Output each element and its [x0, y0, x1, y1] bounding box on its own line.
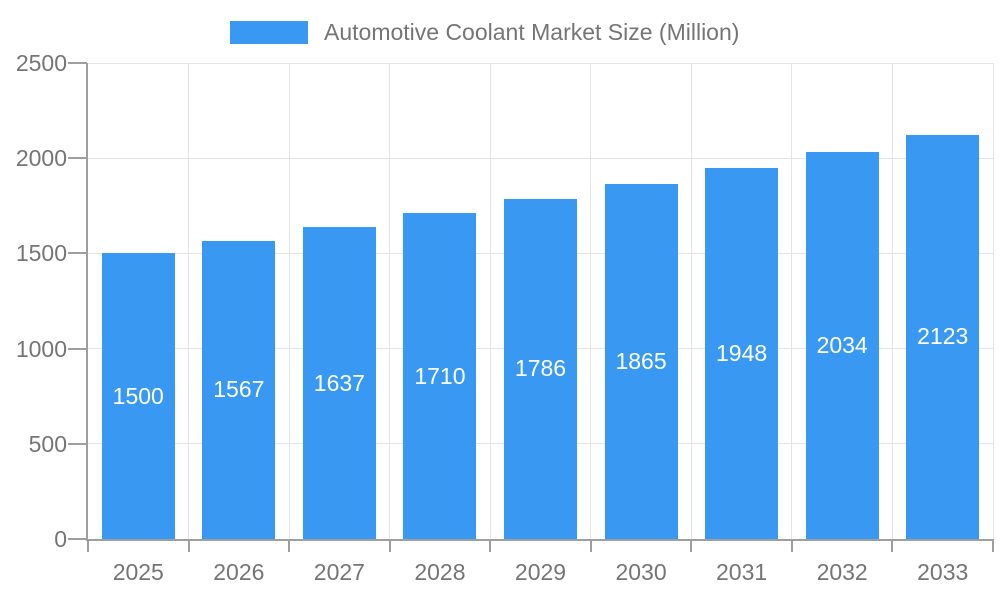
x-axis-tick-mark: [891, 539, 894, 552]
x-axis-tick-mark: [87, 539, 89, 552]
bar-2030[interactable]: 1865: [604, 183, 678, 539]
gridline-vertical: [389, 63, 391, 539]
y-axis-tick-label: 1000: [15, 335, 67, 362]
bar-2025[interactable]: 1500: [101, 253, 175, 539]
bar-value-label: 1637: [313, 369, 365, 396]
gridline-vertical: [489, 63, 491, 539]
gridline-vertical: [188, 63, 190, 539]
x-axis-tick-mark: [388, 539, 391, 552]
legend-label: Automotive Coolant Market Size (Million): [324, 19, 740, 45]
bar-value-label: 1948: [716, 340, 768, 367]
x-axis-tick-label: 2030: [615, 559, 667, 585]
bar-2031[interactable]: 1948: [705, 168, 779, 539]
bar-2033[interactable]: 2123: [906, 134, 980, 539]
bar-2032[interactable]: 2034: [805, 151, 879, 539]
x-axis-tick-label: 2026: [213, 559, 265, 585]
x-axis-tick-label: 2032: [816, 559, 868, 585]
bar-value-label: 1500: [112, 382, 164, 409]
bar-value-label: 1865: [615, 347, 667, 374]
x-axis-tick-mark: [992, 539, 994, 552]
gridline-vertical: [590, 63, 592, 539]
bar-value-label: 1567: [213, 376, 265, 403]
x-axis-tick-label: 2028: [414, 559, 466, 585]
x-axis-tick-label: 2033: [917, 559, 969, 585]
x-axis-tick-mark: [489, 539, 492, 552]
gridline-horizontal: [88, 62, 993, 64]
plot-area: 1500 1567 1637 1710 1786 1865 1948 2034 2123: [88, 62, 994, 539]
y-axis-tick-mark: [68, 442, 87, 445]
y-axis-tick-mark: [68, 62, 87, 64]
x-axis-tick-mark: [288, 539, 291, 552]
gridline-vertical: [791, 63, 793, 539]
x-axis-line: [86, 539, 993, 541]
bar-value-label: 1786: [514, 355, 567, 382]
legend-swatch-icon: [230, 21, 308, 44]
x-axis-tick-label: 2029: [514, 559, 567, 585]
bar-2026[interactable]: 1567: [202, 240, 276, 539]
y-axis-tick-label: 2000: [15, 145, 67, 172]
y-axis-tick-mark: [68, 538, 87, 540]
y-axis-line: [86, 63, 88, 541]
bar-value-label: 1710: [414, 362, 466, 389]
x-axis-tick-label: 2025: [112, 559, 164, 585]
gridline-horizontal: [88, 157, 993, 159]
y-axis-tick-label: 1500: [15, 240, 67, 267]
bar-2027[interactable]: 1637: [302, 227, 376, 539]
bar-2029[interactable]: 1786: [504, 198, 577, 539]
x-axis-tick-mark: [690, 539, 693, 552]
x-axis-tick-label: 2031: [716, 559, 768, 585]
bar-value-label: 2034: [816, 331, 868, 358]
y-axis-tick-label: 2500: [15, 50, 67, 76]
y-axis-tick-label: 500: [28, 430, 67, 457]
bar-2028[interactable]: 1710: [403, 213, 477, 539]
x-axis-tick-label: 2027: [313, 559, 365, 585]
x-axis-tick-mark: [790, 539, 793, 552]
y-axis-tick-label: 0: [54, 526, 67, 552]
gridline-vertical: [992, 63, 994, 539]
legend[interactable]: Automotive Coolant Market Size (Million): [230, 19, 739, 46]
y-axis-tick-mark: [68, 157, 87, 160]
gridline-vertical: [690, 63, 692, 539]
x-axis-tick-mark: [589, 539, 592, 552]
x-axis-tick-mark: [187, 539, 190, 552]
gridline-vertical: [288, 63, 290, 539]
y-axis-tick-mark: [68, 252, 87, 255]
bar-value-label: 2123: [917, 323, 969, 350]
y-axis-tick-mark: [68, 347, 87, 350]
gridline-vertical: [891, 63, 893, 539]
